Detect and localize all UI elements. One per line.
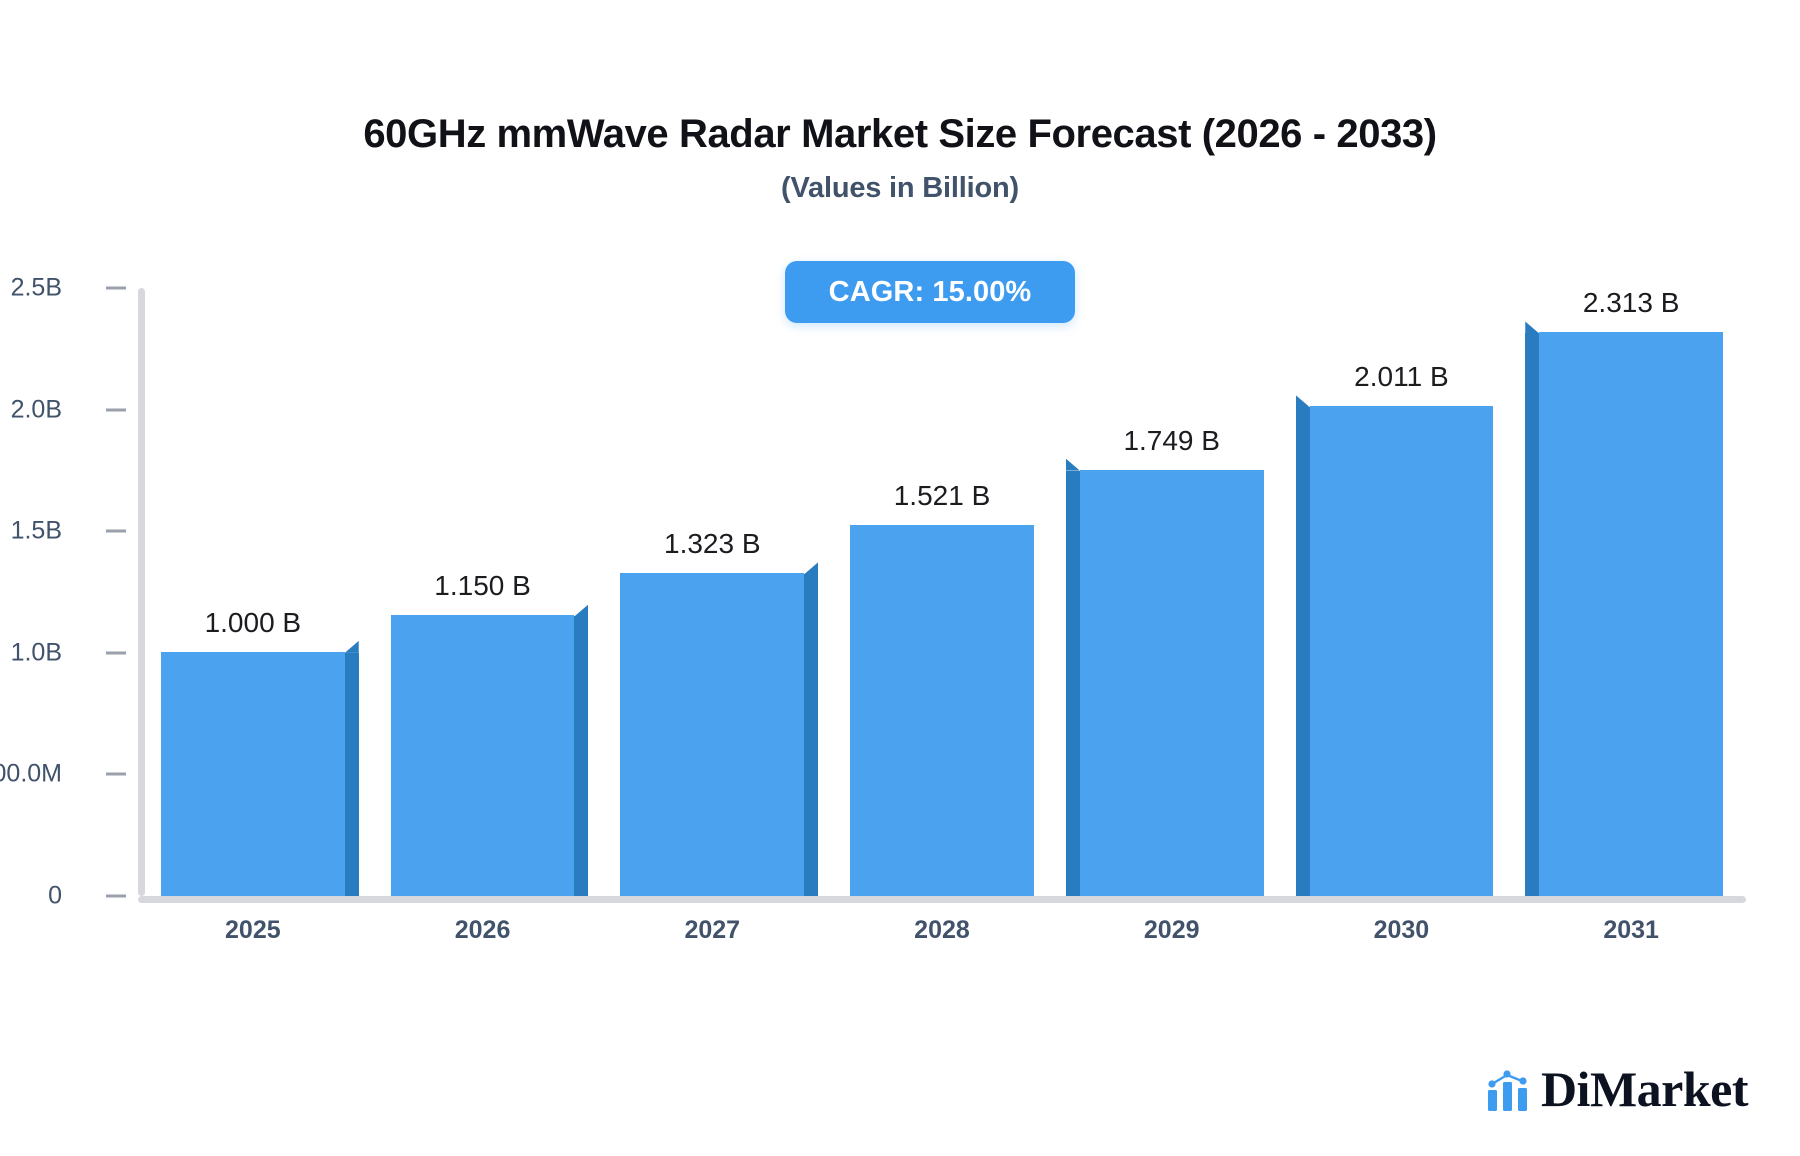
bar-side-face [1525,333,1540,896]
x-axis-tick-label: 2031 [1603,916,1659,944]
brand-name: DiMarket [1540,1061,1749,1117]
bar-side-face [344,652,359,896]
brand-logo: DiMarket [1487,1061,1749,1117]
x-axis-tick-label: 2028 [914,916,970,944]
bar-group[interactable]: 1.323 B 2027 [620,288,819,944]
cagr-badge: CAGR: 15.00% [785,261,1075,323]
y-axis-tick-label: 2.5B [10,273,62,302]
bar-group[interactable]: 2.011 B 2030 [1295,288,1494,944]
bar-group[interactable]: 1.000 B 2025 [160,288,359,944]
x-axis-tick-label: 2030 [1373,916,1430,944]
bar-value-label: 1.323 B [664,528,761,560]
bar-value-label: 1.749 B [1123,424,1220,456]
bar-group[interactable]: 2.313 B 2031 [1525,287,1724,944]
bar-group[interactable]: 1.521 B 2028 [850,288,1034,944]
bar-side-face [1295,406,1310,896]
y-axis-tick-mark [106,286,126,290]
y-axis-tick-mark [106,529,126,533]
chart-title: 60GHz mmWave Radar Market Size Forecast … [363,112,1437,156]
y-axis-tick-label: 2.0B [10,395,62,424]
bar-2028[interactable] [850,525,1034,896]
y-axis-tick-label: 0 [48,881,62,910]
bar-2030[interactable] [1309,405,1494,896]
x-axis-tick-label: 2025 [225,916,281,944]
bar-2027[interactable] [620,573,805,896]
cagr-badge-label: CAGR: 15.00% [828,275,1032,308]
y-axis-tick-label: 1.0B [10,638,62,667]
y-axis-tick-label: 500.0M [0,759,62,788]
bar-value-label: 2.011 B [1354,360,1449,392]
bar-2025[interactable] [160,651,345,896]
chart-subtitle: (Values in Billion) [781,172,1019,204]
bar-2029[interactable] [1079,469,1264,896]
plot-area: 0 500.0M 1.0B 1.5B 2.0B 2.5B 1.000 B 2025 1.150… [0,274,1746,944]
bar-2026[interactable] [390,615,575,896]
bar-group[interactable]: 1.749 B 2029 [1065,288,1264,944]
bar-series: 1.000 B 2025 1.150 B 2026 1.323 B 2027 1.521 B… [138,287,1746,944]
y-axis-tick-mark [106,894,126,898]
bar-chart-logo-icon [1487,1070,1527,1111]
y-axis-tick-label: 1.5B [10,516,62,545]
x-axis-tick-label: 2029 [1143,916,1200,944]
x-axis-tick-label: 2026 [454,916,511,944]
bar-side-face [574,616,589,896]
bar-2031[interactable] [1539,332,1724,896]
bar-value-label: 1.000 B [204,606,302,638]
bar-side-face [1065,470,1080,896]
y-axis-tick-mark [106,772,126,776]
bar-side-face [804,574,819,896]
x-axis-tick-label: 2027 [684,916,741,944]
bar-value-label: 2.313 B [1582,287,1680,319]
x-axis-line [138,896,1746,903]
y-axis-tick-mark [106,408,126,412]
y-axis-line [138,288,145,896]
bar-group[interactable]: 1.150 B 2026 [390,288,589,944]
bar-value-label: 1.150 B [434,570,531,602]
y-axis-tick-mark [106,651,126,655]
bar-value-label: 1.521 B [893,480,991,512]
